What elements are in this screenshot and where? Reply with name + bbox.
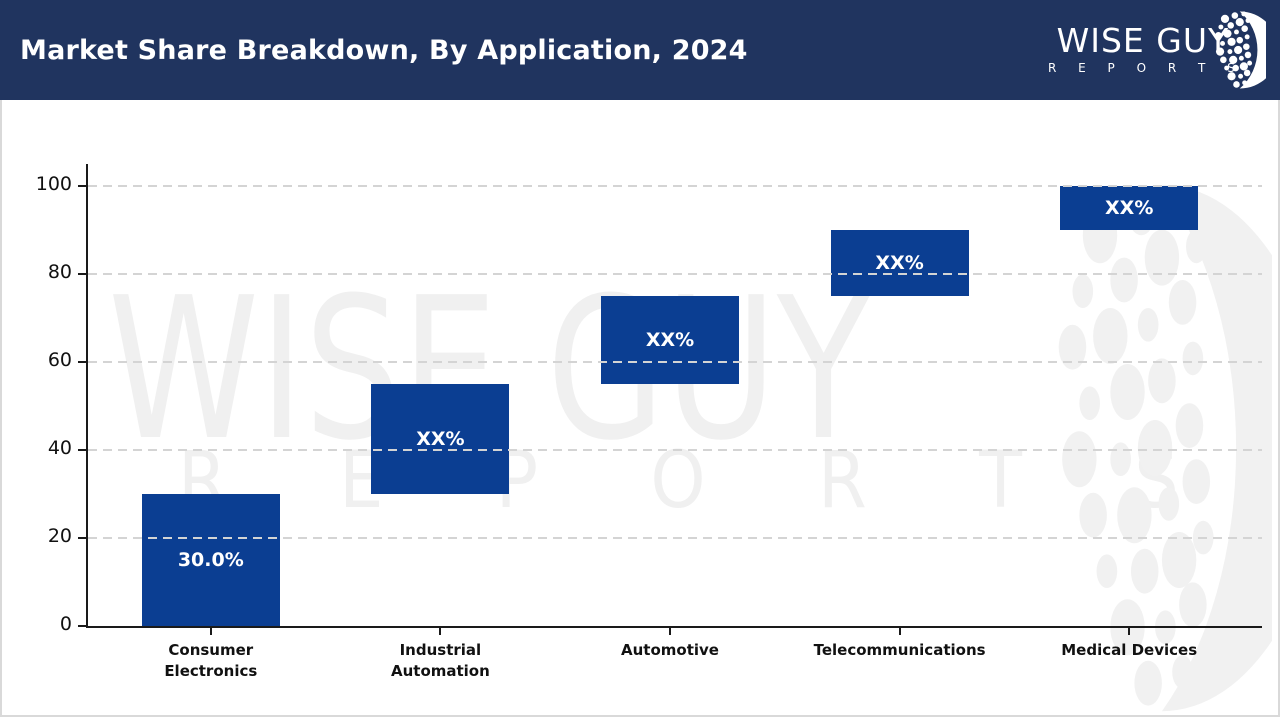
y-tick-label: 0 xyxy=(59,613,72,635)
bar: XX% xyxy=(371,384,510,494)
y-tick-label: 20 xyxy=(47,525,72,547)
page-border-left xyxy=(0,100,2,717)
y-tick-label: 100 xyxy=(35,173,72,195)
wise-guy-logo: WISE GUY R E P O R T S xyxy=(1016,4,1266,96)
y-tick-mark xyxy=(78,625,86,627)
chart-area: 0 20 40 60 80 100 30.0% Consumer Electronics XX%… xyxy=(0,100,1280,720)
y-tick-mark xyxy=(78,185,86,187)
y-tick-label: 80 xyxy=(47,261,72,283)
x-tick-label: Industrial Automation xyxy=(390,641,490,680)
logo-text: WISE GUY R E P O R T S xyxy=(1042,21,1244,75)
logo-name-text: WISE GUY xyxy=(1056,21,1230,60)
x-tick-label: Consumer Electronics xyxy=(164,641,258,680)
x-tick-mark xyxy=(439,628,442,635)
gridline xyxy=(88,361,1262,363)
gridline xyxy=(88,185,1262,187)
x-tick-label: Medical Devices xyxy=(1061,641,1198,659)
y-tick-label: 40 xyxy=(47,437,72,459)
page-border-bottom xyxy=(0,715,1280,717)
bar-value-label: XX% xyxy=(416,428,465,450)
x-tick-label: Telecommunications xyxy=(813,641,986,659)
page-title: Market Share Breakdown, By Application, … xyxy=(20,34,748,66)
header-bar: Market Share Breakdown, By Application, … xyxy=(0,0,1280,100)
bar: 30.0% xyxy=(141,494,280,626)
logo-reports-text: R E P O R T S xyxy=(1048,60,1244,75)
bar: XX% xyxy=(830,230,969,296)
y-axis-line xyxy=(86,164,88,628)
gridline xyxy=(88,273,1262,275)
y-tick-mark xyxy=(78,449,86,451)
bar: XX% xyxy=(1060,186,1199,230)
bar-value-label: XX% xyxy=(645,329,695,351)
watermark-reports: R E P O R T S xyxy=(178,436,1224,526)
x-tick-mark xyxy=(1128,628,1131,635)
bar: XX% xyxy=(601,296,739,384)
watermark-dotted-head-icon xyxy=(1058,184,1272,712)
y-tick-label: 60 xyxy=(47,349,72,371)
x-tick-mark xyxy=(898,628,901,635)
y-tick-mark xyxy=(78,537,86,539)
gridline xyxy=(88,537,1262,539)
x-axis-line xyxy=(86,626,1262,628)
bar-value-label: 30.0% xyxy=(177,549,244,571)
y-tick-mark xyxy=(78,273,86,275)
x-tick-mark xyxy=(209,628,212,635)
gridline xyxy=(88,449,1262,451)
x-tick-mark xyxy=(669,628,671,635)
x-tick-label: Automotive xyxy=(621,641,719,659)
logo-dotted-head-icon xyxy=(1215,11,1266,89)
bar-value-label: XX% xyxy=(875,252,924,274)
bar-value-label: XX% xyxy=(1105,197,1154,219)
y-tick-mark xyxy=(78,361,86,363)
page-border-right xyxy=(1278,100,1280,717)
